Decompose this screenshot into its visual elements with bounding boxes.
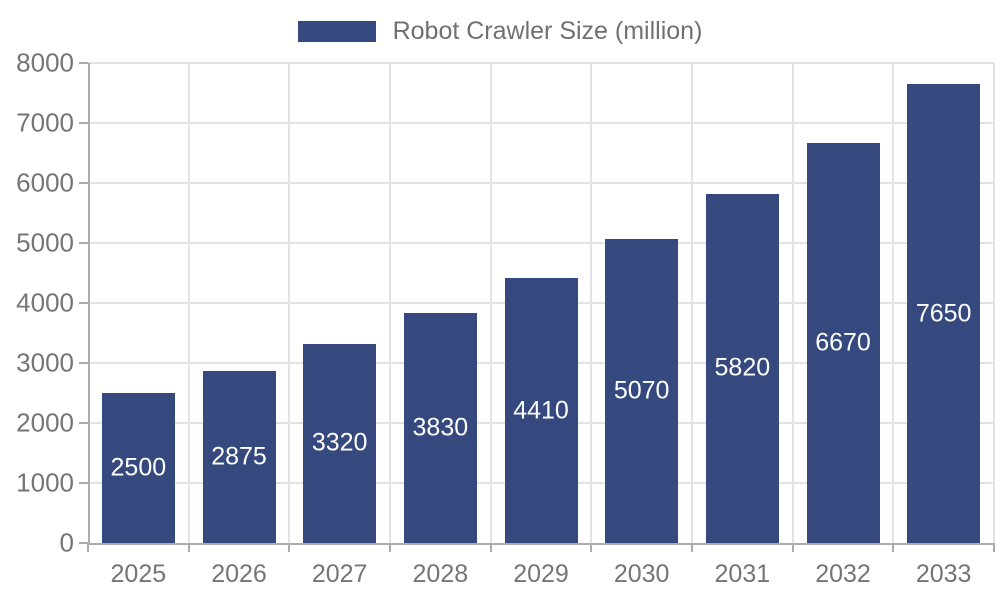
gridline-vertical: [288, 63, 291, 543]
x-axis-tick-label: 2029: [513, 560, 569, 588]
x-axis-tick-label: 2025: [110, 560, 167, 588]
x-axis-tick-label: 2033: [915, 560, 972, 588]
bar: [605, 238, 679, 543]
y-axis-tick: [79, 362, 88, 364]
gridline-vertical: [489, 63, 492, 543]
bar-value-label: 7650: [915, 299, 972, 327]
bar: [403, 313, 477, 543]
bar-value-label: 3830: [412, 413, 469, 442]
gridline-horizontal: [88, 122, 994, 124]
y-axis-tick: [79, 542, 88, 544]
y-axis-tick: [79, 182, 88, 184]
gridline-vertical: [590, 63, 593, 543]
y-axis-line: [88, 63, 90, 545]
y-axis-tick-label: 5000: [16, 227, 74, 258]
bar-value-label: 3320: [311, 428, 368, 457]
y-axis-tick-label: 2000: [16, 407, 74, 438]
gridline-horizontal: [88, 182, 994, 184]
x-axis-line: [88, 543, 994, 545]
legend-label: Robot Crawler Size (million): [392, 16, 703, 45]
y-axis-tick-label: 0: [59, 527, 74, 558]
chart-legend: Robot Crawler Size (million): [0, 17, 1000, 45]
x-axis-tick-label: 2031: [714, 560, 771, 588]
y-axis-tick-label: 1000: [16, 467, 74, 498]
gridline-vertical: [892, 63, 895, 543]
y-axis-tick: [79, 302, 88, 304]
bar: [907, 84, 981, 543]
x-axis-tick: [993, 543, 995, 552]
y-axis-tick: [79, 422, 88, 424]
bar: [705, 193, 779, 543]
y-axis-tick-label: 3000: [16, 347, 74, 378]
x-axis-tick: [892, 543, 895, 552]
gridline-vertical: [389, 63, 391, 543]
bar-value-label: 5820: [714, 353, 771, 382]
y-axis-tick: [79, 122, 88, 124]
bar-value-label: 5070: [613, 376, 670, 405]
x-axis-tick-label: 2032: [815, 560, 871, 588]
bar-value-label: 2500: [110, 453, 167, 482]
legend-swatch-icon: [297, 20, 376, 42]
y-axis-tick: [79, 242, 88, 244]
gridline-horizontal: [88, 242, 994, 244]
y-axis-tick: [79, 62, 88, 64]
bar: [101, 393, 175, 543]
gridline-vertical: [187, 63, 190, 543]
x-axis-tick-label: 2028: [412, 560, 469, 588]
x-axis-tick: [87, 543, 89, 552]
y-axis-tick: [79, 482, 88, 484]
bar-value-label: 4410: [513, 396, 569, 425]
x-axis-tick: [389, 543, 391, 552]
gridline-horizontal: [88, 62, 994, 64]
x-axis-tick: [489, 543, 492, 552]
gridline-vertical: [791, 63, 794, 543]
gridline-vertical: [691, 63, 693, 543]
y-axis-tick-label: 4000: [16, 287, 74, 318]
y-axis-tick-label: 8000: [16, 47, 74, 78]
x-axis-tick: [590, 543, 593, 552]
y-axis-tick-label: 6000: [16, 167, 74, 198]
x-axis-tick: [288, 543, 291, 552]
gridline-vertical: [993, 63, 995, 543]
bar-value-label: 6670: [815, 328, 871, 357]
x-axis-tick: [791, 543, 794, 552]
x-axis-tick: [187, 543, 190, 552]
bar: [806, 142, 880, 543]
bar-value-label: 2875: [211, 442, 267, 471]
bar: [202, 370, 276, 543]
bar: [303, 343, 377, 543]
x-axis-tick-label: 2027: [311, 560, 368, 588]
x-axis-tick: [691, 543, 693, 552]
bar: [504, 278, 578, 543]
y-axis-tick-label: 7000: [16, 107, 74, 138]
x-axis-tick-label: 2026: [211, 560, 267, 588]
x-axis-tick-label: 2030: [613, 560, 670, 588]
